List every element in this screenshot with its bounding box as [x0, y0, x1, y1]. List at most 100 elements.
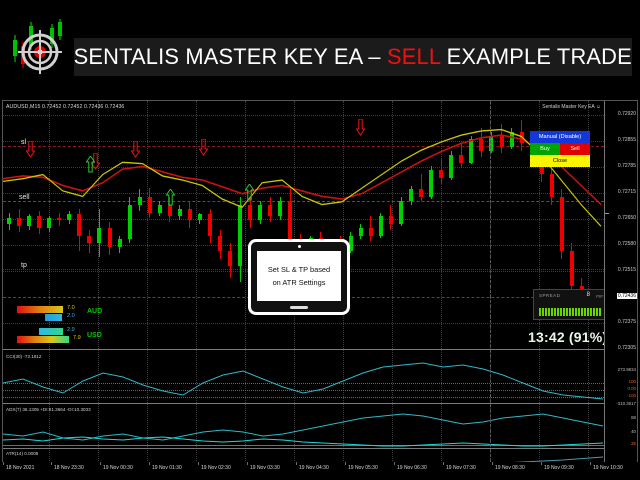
time-axis-label: 19 Nov 05:30 — [348, 465, 378, 471]
time-axis-tick — [51, 462, 52, 465]
candle — [177, 204, 182, 221]
candle — [268, 197, 273, 223]
candle — [459, 143, 464, 169]
candle — [87, 229, 92, 253]
banner-title-part1: SENTALIS MASTER KEY EA – — [73, 44, 388, 69]
indicator-tick: 88 — [631, 415, 636, 420]
candle — [358, 224, 363, 240]
time-axis-tick — [394, 462, 395, 465]
price-tick: 0.72515 — [617, 267, 636, 273]
sell-signal-arrow — [356, 119, 365, 136]
banner-title-part2: EXAMPLE TRADE — [440, 44, 633, 69]
candle — [228, 243, 233, 278]
cci-indicator-label: CCI(30) -72.1812 — [6, 354, 42, 359]
spread-unit: PIP — [596, 294, 603, 299]
time-axis-tick — [492, 462, 493, 465]
candle — [77, 208, 82, 251]
candle — [388, 204, 393, 230]
candle — [57, 212, 62, 226]
candle — [549, 162, 554, 205]
indicator-tick: -100 — [627, 393, 636, 398]
indicator-tick: -310.3517 — [616, 401, 636, 406]
strength-value-aud-low: 2.0 — [67, 313, 75, 319]
candle — [449, 151, 454, 180]
banner-title-sell: SELL — [387, 44, 441, 69]
time-axis-tick — [198, 462, 199, 465]
price-tick: 0.72650 — [617, 215, 636, 221]
strength-value-usd-high: 7.9 — [73, 335, 81, 341]
price-tick: 0.72715 — [617, 189, 636, 195]
candle — [117, 235, 122, 253]
takeprofit-level-label: tp — [21, 262, 27, 269]
candle — [187, 201, 192, 228]
candle — [127, 197, 132, 244]
price-axis[interactable] — [604, 101, 637, 477]
time-axis-tick — [3, 462, 4, 465]
currency-label-aud: AUD — [87, 308, 103, 315]
buy-signal-arrow — [245, 184, 254, 201]
cci-subwindow-separator — [3, 349, 604, 350]
price-tick: 0.72375 — [617, 319, 636, 325]
price-tick: 0.72305 — [617, 345, 636, 351]
indicator-tick: 273.9834 — [617, 367, 636, 372]
candle — [429, 166, 434, 200]
header-banner: SENTALIS MASTER KEY EA – SELL EXAMPLE TR… — [0, 0, 640, 98]
candle — [519, 120, 524, 151]
symbol-label: AUDUSD,M15 0.72452 0.72452 0.72436 0.724… — [6, 104, 125, 110]
time-axis-label: 19 Nov 03:30 — [250, 465, 280, 471]
candle — [107, 222, 112, 255]
manual-toggle-button[interactable]: Manual (Disable) — [530, 131, 590, 143]
time-axis-label: 19 Nov 04:30 — [299, 465, 329, 471]
time-axis[interactable]: 18 Nov 2021 18 Nov 23:30 19 Nov 00:30 19 No… — [2, 462, 638, 479]
price-tick: 0.72785 — [617, 163, 636, 169]
candle — [399, 197, 404, 226]
candle — [137, 189, 142, 211]
candle — [208, 208, 213, 244]
close-button[interactable]: Close — [530, 155, 590, 167]
candle-countdown-timer: 13:42 (91%) — [528, 329, 604, 345]
candle — [378, 212, 383, 238]
sell-signal-arrow — [91, 153, 100, 170]
time-axis-label: 18 Nov 23:30 — [54, 465, 84, 471]
candle — [559, 189, 564, 259]
sell-signal-arrow — [199, 139, 208, 156]
metatrader-chart-window[interactable]: AUDUSD,M15 0.72452 0.72452 0.72436 0.724… — [2, 100, 638, 478]
banner-title-bar: SENTALIS MASTER KEY EA – SELL EXAMPLE TR… — [74, 38, 632, 76]
candle — [409, 185, 414, 205]
banner-title: SENTALIS MASTER KEY EA – SELL EXAMPLE TR… — [74, 44, 632, 70]
candle — [258, 201, 263, 225]
price-tick: 0.72920 — [617, 111, 636, 117]
candle — [368, 216, 373, 242]
candle — [147, 187, 152, 219]
time-axis-label: 19 Nov 08:30 — [495, 465, 525, 471]
buy-button[interactable]: Buy — [530, 143, 560, 155]
time-axis-label: 19 Nov 10:30 — [593, 465, 623, 471]
spread-widget: SPREAD 8 PIP — [533, 289, 604, 320]
adx-line-series — [3, 413, 604, 447]
price-tick: 0.72855 — [617, 137, 636, 143]
cci-line-series — [3, 362, 604, 400]
current-price-tag: 0.72436 — [616, 293, 637, 299]
candle — [197, 212, 202, 225]
tablet-message-line1: Set SL & TP based — [267, 265, 331, 274]
indicator-tick: 100 — [628, 379, 636, 384]
sell-button[interactable]: Sell — [560, 143, 590, 155]
tablet-message-line2: on ATR Settings — [272, 278, 326, 287]
candle — [248, 197, 253, 228]
currency-strength-meter: 7.0 2.0 AUD 2.9 7.9 USD — [17, 305, 109, 346]
candle — [489, 131, 494, 153]
time-axis-label: 19 Nov 09:30 — [544, 465, 574, 471]
ea-control-panel[interactable]: Manual (Disable) Buy Sell Close — [530, 131, 590, 167]
stoploss-level-line — [3, 146, 604, 147]
strength-bar-aud-low — [45, 314, 62, 321]
strength-bar-usd-high — [17, 336, 69, 343]
time-axis-tick — [443, 462, 444, 465]
time-axis-label: 19 Nov 02:30 — [201, 465, 231, 471]
time-axis-tick — [149, 462, 150, 465]
candle — [157, 201, 162, 217]
atr-indicator-label: ATR(14) 0.0008 — [6, 451, 39, 456]
strength-value-usd-low: 2.9 — [67, 327, 75, 333]
time-axis-label: 19 Nov 06:30 — [397, 465, 427, 471]
buy-signal-arrow — [86, 156, 95, 173]
buy-signal-arrow — [166, 189, 175, 206]
